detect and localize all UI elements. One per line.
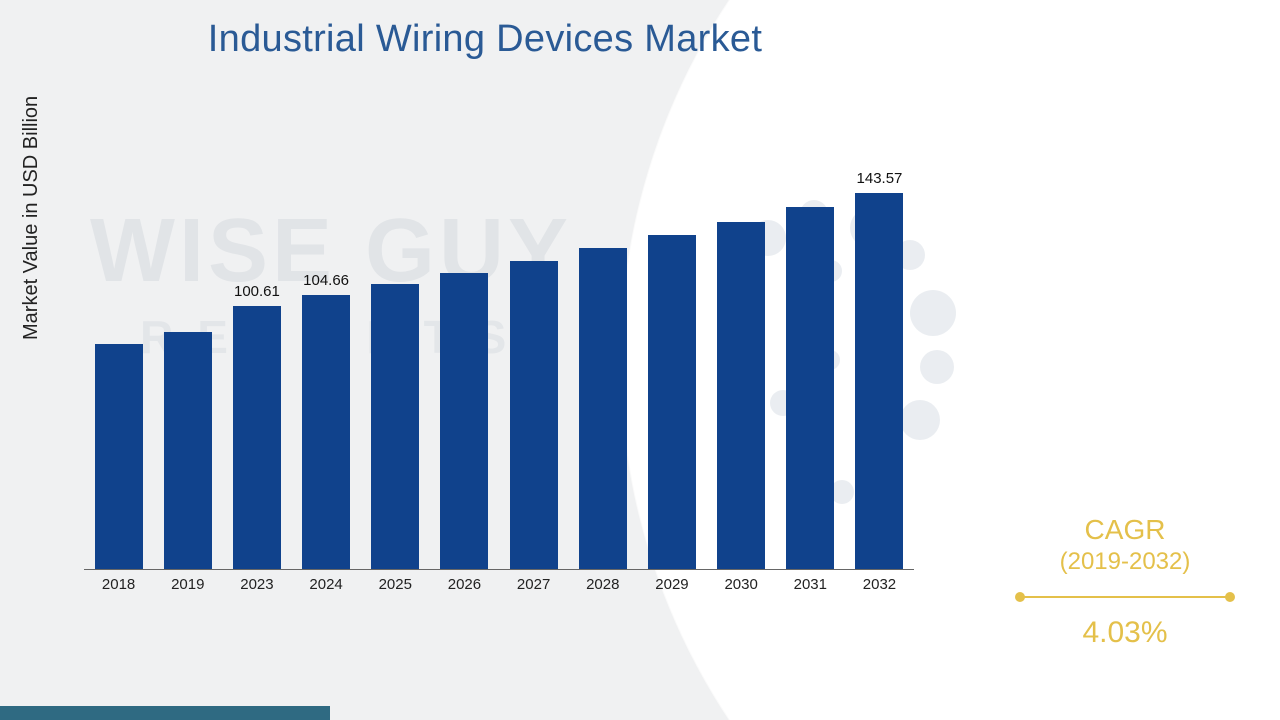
x-tick-label: 2023: [240, 576, 273, 593]
bar-slot: 2025: [361, 150, 430, 570]
chart-title: Industrial Wiring Devices Market: [0, 18, 970, 61]
bar-slot: 2030: [707, 150, 776, 570]
bar: [233, 306, 281, 570]
bar: [579, 248, 627, 570]
chart-area: 20182019100.612023104.662024202520262027…: [54, 150, 924, 590]
bar: [440, 273, 488, 570]
bar-slot: 2018: [84, 150, 153, 570]
cagr-block: CAGR (2019-2032) 4.03%: [1010, 514, 1240, 650]
brand-logo: WISE GUY R E P O R T S: [986, 22, 1256, 112]
bar-slot: 2027: [499, 150, 568, 570]
bar: [302, 295, 350, 570]
brand-head-icon: [1180, 18, 1260, 114]
y-axis-label: Market Value in USD Billion: [20, 96, 43, 340]
bar: [510, 261, 558, 570]
x-tick-label: 2025: [379, 576, 412, 593]
x-tick-label: 2029: [655, 576, 688, 593]
bar: [164, 332, 212, 570]
cagr-value: 4.03%: [1010, 616, 1240, 650]
cagr-divider: [1020, 596, 1230, 598]
x-tick-label: 2032: [863, 576, 896, 593]
bar-slot: 2019: [153, 150, 222, 570]
cagr-range: (2019-2032): [1010, 548, 1240, 576]
x-tick-label: 2024: [309, 576, 342, 593]
bar: [95, 344, 143, 570]
x-tick-label: 2031: [794, 576, 827, 593]
bottom-accent-bar: [0, 706, 330, 720]
x-axis-baseline: [84, 569, 914, 570]
bar-value-label: 104.66: [303, 272, 349, 289]
bar: [648, 235, 696, 570]
bar: [855, 193, 903, 570]
main-area: Industrial Wiring Devices Market WISE GU…: [0, 0, 970, 720]
bar-slot: 2026: [430, 150, 499, 570]
bar-slot: 143.572032: [845, 150, 914, 570]
bar: [786, 207, 834, 570]
bar-value-label: 143.57: [857, 170, 903, 187]
x-tick-label: 2019: [171, 576, 204, 593]
plot-area: 20182019100.612023104.662024202520262027…: [84, 150, 914, 570]
bar: [371, 284, 419, 570]
bar-slot: 2031: [776, 150, 845, 570]
x-tick-label: 2028: [586, 576, 619, 593]
x-tick-label: 2018: [102, 576, 135, 593]
canvas: Industrial Wiring Devices Market WISE GU…: [0, 0, 1280, 720]
bar-value-label: 100.61: [234, 283, 280, 300]
x-tick-label: 2027: [517, 576, 550, 593]
bars-container: 20182019100.612023104.662024202520262027…: [84, 150, 914, 570]
x-tick-label: 2030: [724, 576, 757, 593]
bar-slot: 104.662024: [292, 150, 361, 570]
bar-slot: 2029: [637, 150, 706, 570]
cagr-label: CAGR: [1010, 514, 1240, 546]
x-tick-label: 2026: [448, 576, 481, 593]
bar: [717, 222, 765, 570]
bar-slot: 100.612023: [222, 150, 291, 570]
bar-slot: 2028: [568, 150, 637, 570]
